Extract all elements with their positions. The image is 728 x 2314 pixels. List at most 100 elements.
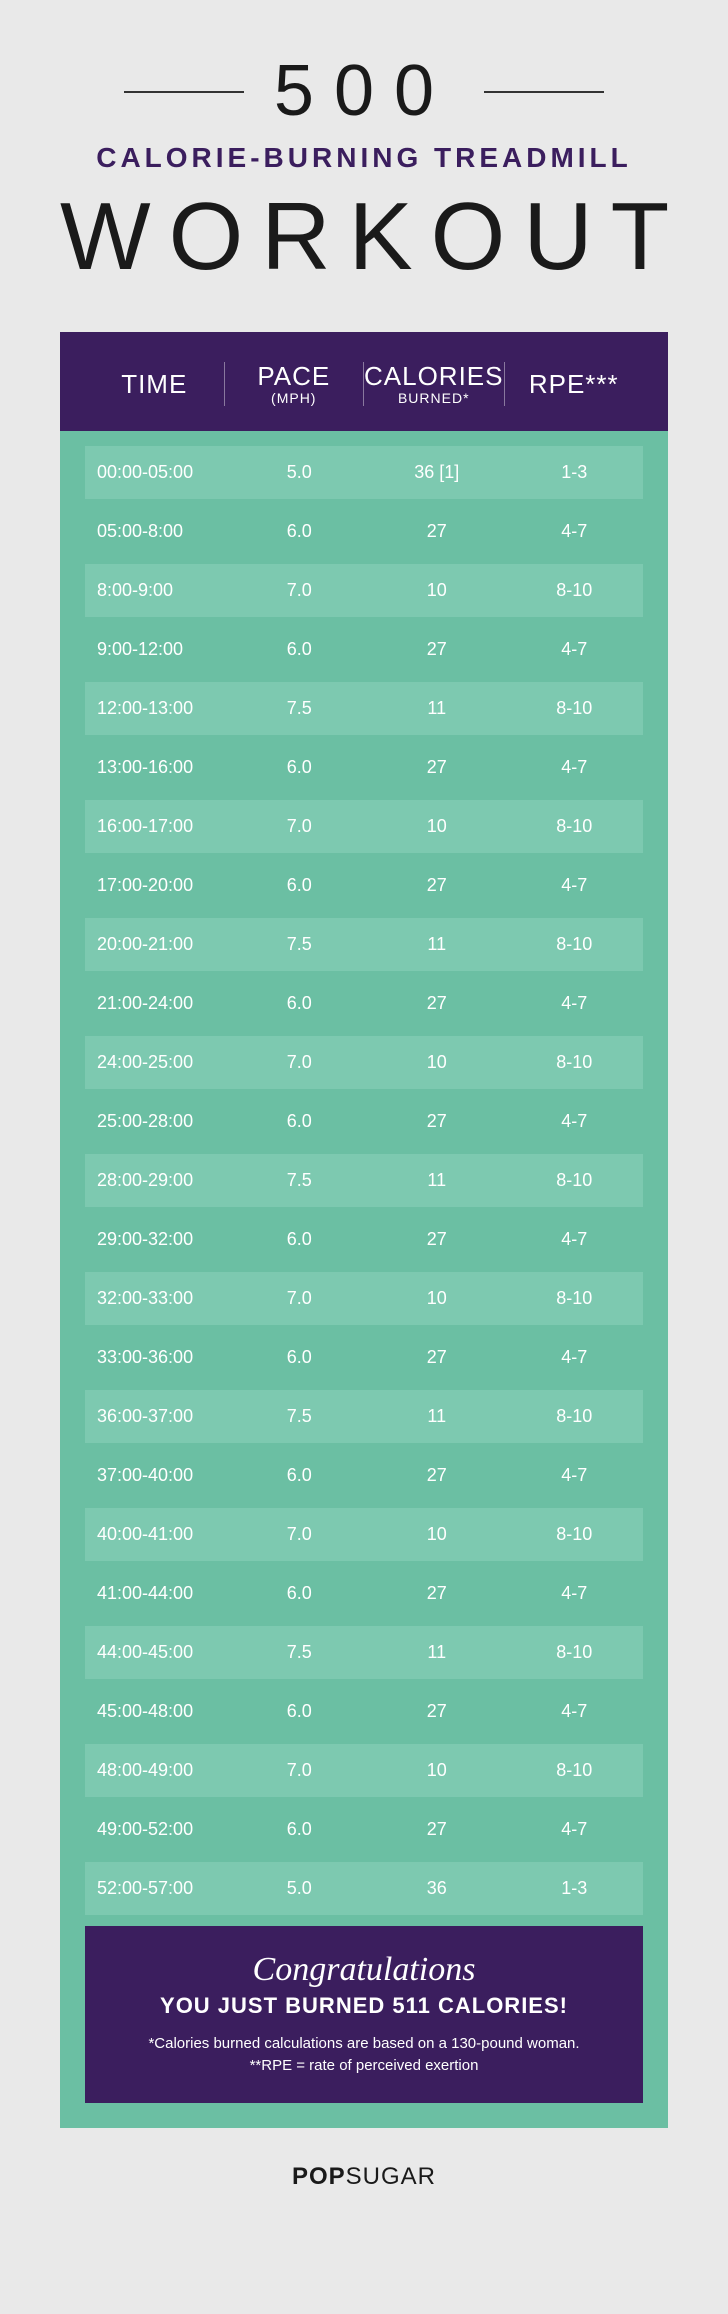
cell-pace: 7.0 [231, 1508, 369, 1561]
cell-rpe: 4-7 [506, 623, 644, 676]
cell-cal: 27 [368, 1213, 506, 1266]
table-row: 8:00-9:007.0108-10 [85, 564, 643, 617]
cell-cal: 27 [368, 1095, 506, 1148]
table-row: 36:00-37:007.5118-10 [85, 1390, 643, 1443]
cell-cal: 27 [368, 1685, 506, 1738]
cell-time: 52:00-57:00 [85, 1862, 231, 1915]
table-row: 13:00-16:006.0274-7 [85, 741, 643, 794]
cell-rpe: 8-10 [506, 800, 644, 853]
table-row: 37:00-40:006.0274-7 [85, 1449, 643, 1502]
cell-rpe: 8-10 [506, 918, 644, 971]
cell-rpe: 8-10 [506, 1626, 644, 1679]
cell-rpe: 4-7 [506, 505, 644, 558]
cell-cal: 27 [368, 1567, 506, 1620]
cell-rpe: 4-7 [506, 1331, 644, 1384]
cell-cal: 27 [368, 623, 506, 676]
cell-rpe: 1-3 [506, 1862, 644, 1915]
cell-pace: 6.0 [231, 1095, 369, 1148]
cell-rpe: 8-10 [506, 1508, 644, 1561]
table-row: 20:00-21:007.5118-10 [85, 918, 643, 971]
cell-time: 21:00-24:00 [85, 977, 231, 1030]
cell-time: 33:00-36:00 [85, 1331, 231, 1384]
cell-time: 05:00-8:00 [85, 505, 231, 558]
table-row: 29:00-32:006.0274-7 [85, 1213, 643, 1266]
cell-time: 20:00-21:00 [85, 918, 231, 971]
table-row: 49:00-52:006.0274-7 [85, 1803, 643, 1856]
table-row: 12:00-13:007.5118-10 [85, 682, 643, 735]
cell-cal: 11 [368, 1626, 506, 1679]
cell-time: 12:00-13:00 [85, 682, 231, 735]
cell-cal: 27 [368, 1449, 506, 1502]
cell-rpe: 8-10 [506, 682, 644, 735]
column-header: PACE(MPH) [225, 362, 365, 406]
cell-time: 9:00-12:00 [85, 623, 231, 676]
cell-pace: 6.0 [231, 1331, 369, 1384]
cell-pace: 6.0 [231, 505, 369, 558]
cell-time: 25:00-28:00 [85, 1095, 231, 1148]
cell-time: 24:00-25:00 [85, 1036, 231, 1089]
cell-rpe: 8-10 [506, 1272, 644, 1325]
cell-cal: 10 [368, 1744, 506, 1797]
cell-cal: 27 [368, 977, 506, 1030]
cell-pace: 7.5 [231, 918, 369, 971]
brand-post: SUGAR [346, 2163, 436, 2190]
footer-box: Congratulations YOU JUST BURNED 511 CALO… [85, 1926, 643, 2103]
cell-rpe: 8-10 [506, 1154, 644, 1207]
cell-rpe: 8-10 [506, 1036, 644, 1089]
cell-time: 40:00-41:00 [85, 1508, 231, 1561]
table-row: 05:00-8:006.0274-7 [85, 505, 643, 558]
brand-pre: POP [292, 2163, 346, 2190]
table-row: 16:00-17:007.0108-10 [85, 800, 643, 853]
cell-cal: 36 [1] [368, 446, 506, 499]
cell-time: 45:00-48:00 [85, 1685, 231, 1738]
cell-rpe: 4-7 [506, 1095, 644, 1148]
table-row: 9:00-12:006.0274-7 [85, 623, 643, 676]
cell-time: 44:00-45:00 [85, 1626, 231, 1679]
table-row: 21:00-24:006.0274-7 [85, 977, 643, 1030]
cell-rpe: 4-7 [506, 1213, 644, 1266]
cell-time: 48:00-49:00 [85, 1744, 231, 1797]
cell-pace: 6.0 [231, 859, 369, 912]
table-row: 28:00-29:007.5118-10 [85, 1154, 643, 1207]
cell-pace: 6.0 [231, 1213, 369, 1266]
cell-cal: 11 [368, 1154, 506, 1207]
table-row: 52:00-57:005.0361-3 [85, 1862, 643, 1915]
cell-rpe: 8-10 [506, 564, 644, 617]
cell-cal: 11 [368, 682, 506, 735]
cell-rpe: 4-7 [506, 977, 644, 1030]
table-row: 32:00-33:007.0108-10 [85, 1272, 643, 1325]
cell-rpe: 8-10 [506, 1390, 644, 1443]
table-row: 24:00-25:007.0108-10 [85, 1036, 643, 1089]
cell-time: 17:00-20:00 [85, 859, 231, 912]
cell-rpe: 4-7 [506, 1685, 644, 1738]
brand-logo: POPSUGAR [60, 2163, 668, 2191]
column-header: CALORIESBURNED* [364, 362, 505, 406]
cell-cal: 27 [368, 505, 506, 558]
cell-rpe: 4-7 [506, 1449, 644, 1502]
cell-time: 32:00-33:00 [85, 1272, 231, 1325]
cell-cal: 27 [368, 1331, 506, 1384]
cell-pace: 6.0 [231, 1685, 369, 1738]
burned-text: YOU JUST BURNED 511 CALORIES! [115, 1993, 613, 2019]
cell-cal: 27 [368, 741, 506, 794]
cell-pace: 6.0 [231, 623, 369, 676]
cell-pace: 6.0 [231, 1567, 369, 1620]
cell-rpe: 4-7 [506, 859, 644, 912]
cell-cal: 36 [368, 1862, 506, 1915]
cell-pace: 5.0 [231, 1862, 369, 1915]
table-row: 00:00-05:005.036 [1]1-3 [85, 446, 643, 499]
workout-table: TIMEPACE(MPH)CALORIESBURNED*RPE*** 00:00… [60, 332, 668, 2128]
cell-rpe: 4-7 [506, 741, 644, 794]
cell-pace: 7.0 [231, 1036, 369, 1089]
cell-time: 49:00-52:00 [85, 1803, 231, 1856]
cell-time: 37:00-40:00 [85, 1449, 231, 1502]
cell-pace: 7.0 [231, 564, 369, 617]
table-row: 44:00-45:007.5118-10 [85, 1626, 643, 1679]
table-row: 48:00-49:007.0108-10 [85, 1744, 643, 1797]
subtitle: CALORIE-BURNING TREADMILL [60, 142, 668, 174]
cell-cal: 27 [368, 1803, 506, 1856]
cell-time: 28:00-29:00 [85, 1154, 231, 1207]
footnote-1: *Calories burned calculations are based … [115, 2033, 613, 2056]
cell-time: 13:00-16:00 [85, 741, 231, 794]
table-row: 40:00-41:007.0108-10 [85, 1508, 643, 1561]
